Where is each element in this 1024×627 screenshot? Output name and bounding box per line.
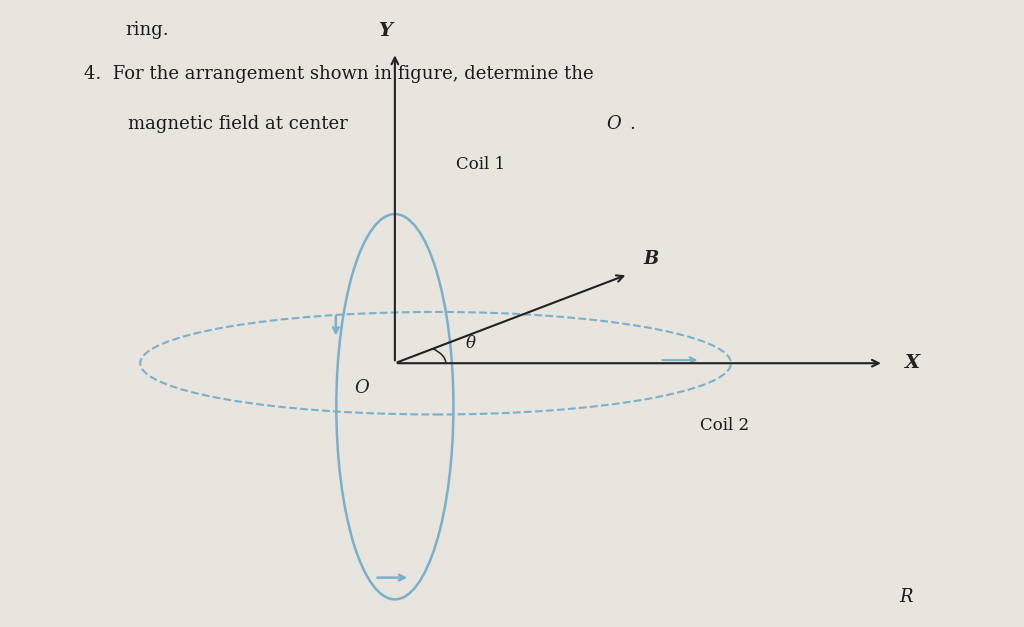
Text: O: O	[606, 115, 622, 133]
Text: 4.  For the arrangement shown in figure, determine the: 4. For the arrangement shown in figure, …	[84, 65, 594, 83]
Text: magnetic field at center: magnetic field at center	[104, 115, 353, 133]
Text: Y: Y	[378, 22, 391, 40]
Text: .: .	[629, 115, 635, 133]
Text: X: X	[904, 354, 920, 372]
Text: Coil 2: Coil 2	[700, 417, 750, 434]
Text: Coil 1: Coil 1	[456, 156, 505, 173]
Text: R: R	[899, 587, 912, 606]
Text: ring.: ring.	[125, 21, 169, 40]
Text: B: B	[643, 250, 658, 268]
Text: θ: θ	[466, 335, 476, 352]
Text: O: O	[354, 379, 370, 397]
